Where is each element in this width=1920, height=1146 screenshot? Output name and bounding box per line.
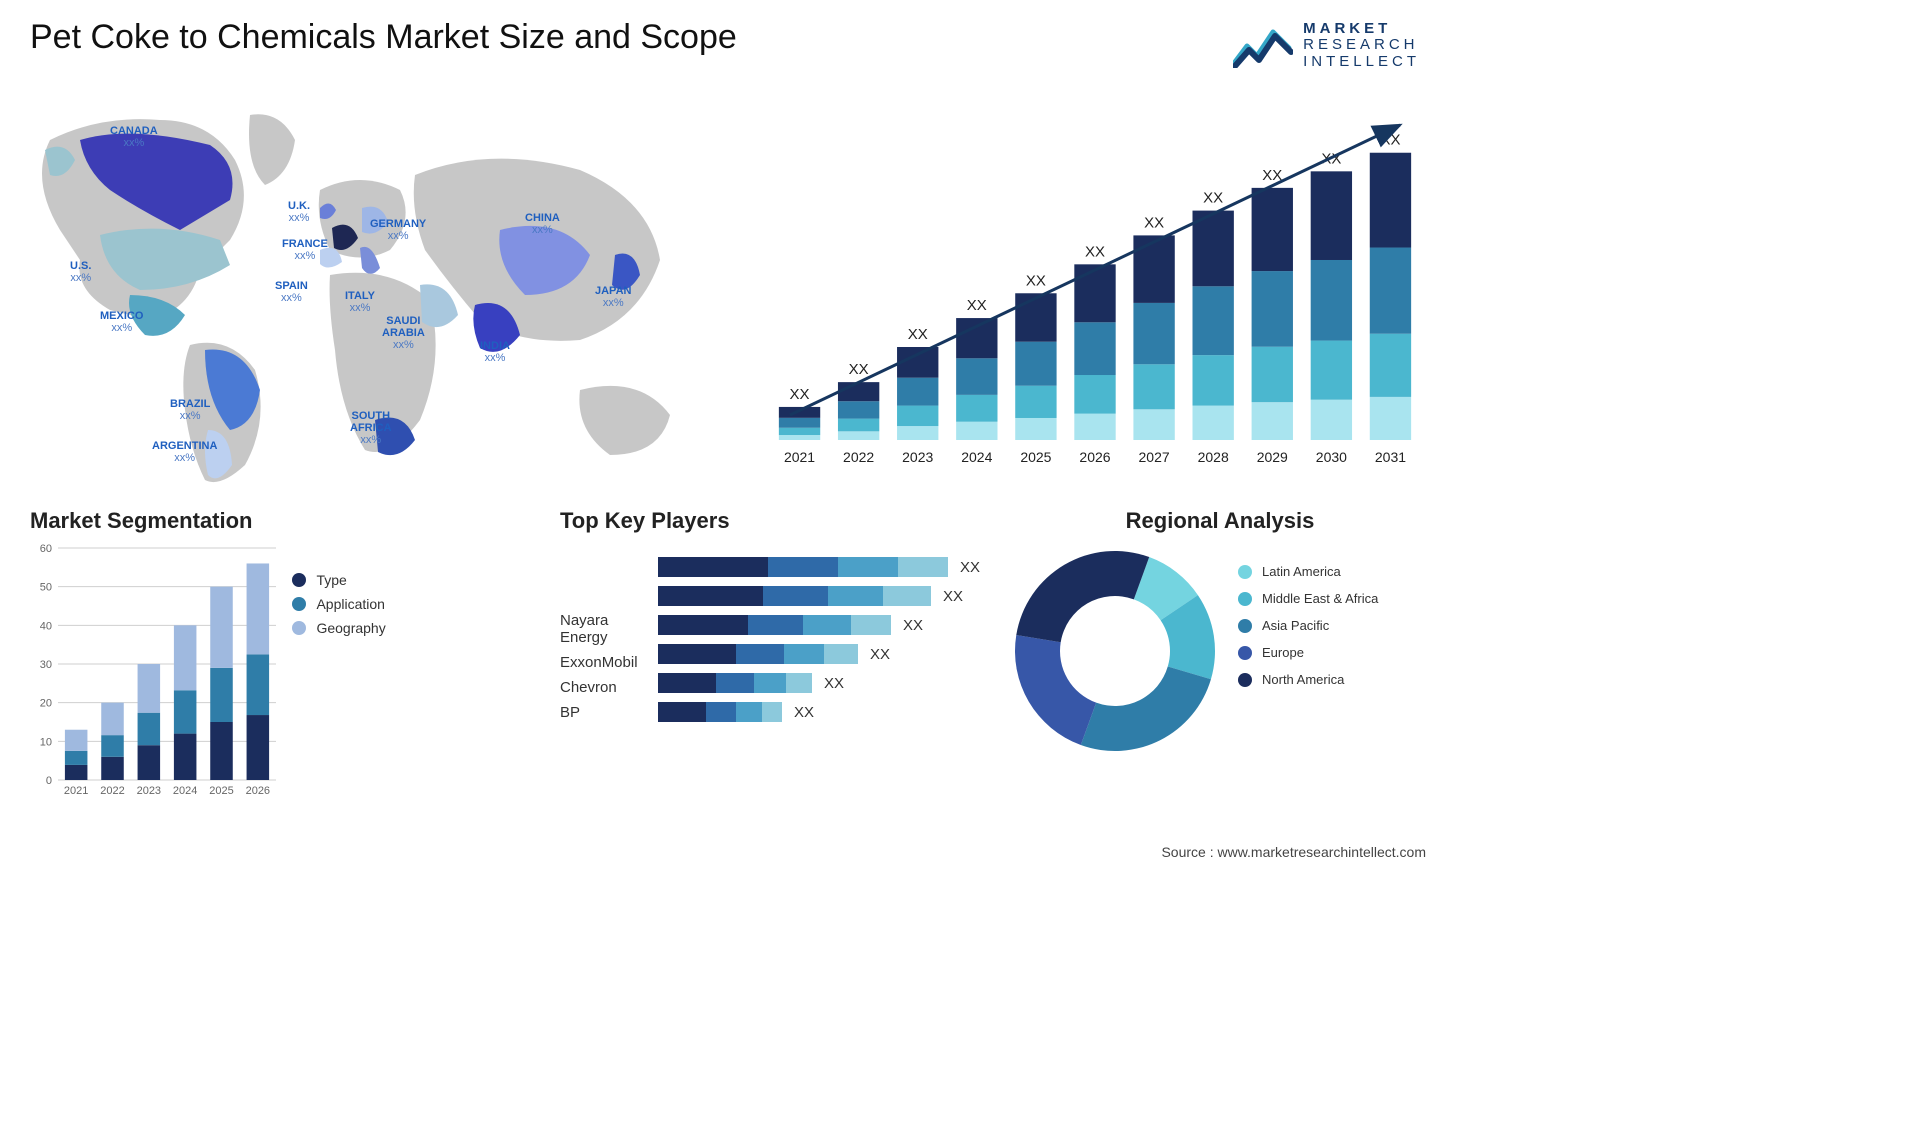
segmentation-bar-chart: 0 10 20 30 40 50 60 2021 2022 2023 2024 2025 2026 bbox=[30, 542, 280, 802]
map-label: BRAZILxx% bbox=[170, 398, 210, 422]
svg-text:XX: XX bbox=[908, 326, 928, 343]
svg-text:60: 60 bbox=[40, 543, 52, 555]
legend-item: Asia Pacific bbox=[1238, 618, 1378, 633]
key-player-bar: XX bbox=[658, 644, 980, 664]
legend-item: Type bbox=[292, 572, 385, 588]
key-player-bar: XX bbox=[658, 557, 980, 577]
key-player-bar: XX bbox=[658, 615, 980, 635]
logo-text-3: INTELLECT bbox=[1303, 54, 1420, 71]
svg-text:2023: 2023 bbox=[902, 449, 933, 465]
svg-text:2022: 2022 bbox=[843, 449, 874, 465]
map-label: U.K.xx% bbox=[288, 200, 310, 224]
brand-logo: MARKET RESEARCH INTELLECT bbox=[1233, 18, 1420, 73]
key-player-name: BP bbox=[560, 704, 658, 721]
svg-text:2025: 2025 bbox=[209, 785, 233, 797]
svg-text:2027: 2027 bbox=[1139, 449, 1170, 465]
key-player-name: Chevron bbox=[560, 679, 658, 696]
logo-text-1: MARKET bbox=[1303, 21, 1420, 38]
page-title: Pet Coke to Chemicals Market Size and Sc… bbox=[30, 18, 737, 57]
map-label: U.S.xx% bbox=[70, 260, 91, 284]
svg-text:2028: 2028 bbox=[1198, 449, 1229, 465]
key-players-title: Top Key Players bbox=[560, 508, 980, 534]
logo-mark-icon bbox=[1233, 18, 1293, 73]
svg-text:2021: 2021 bbox=[64, 785, 88, 797]
key-player-bar: XX bbox=[658, 702, 980, 722]
map-label: SOUTHAFRICAxx% bbox=[350, 410, 392, 446]
map-label: ITALYxx% bbox=[345, 290, 375, 314]
svg-text:2022: 2022 bbox=[100, 785, 124, 797]
svg-text:20: 20 bbox=[40, 698, 52, 710]
svg-text:2026: 2026 bbox=[246, 785, 270, 797]
svg-text:50: 50 bbox=[40, 582, 52, 594]
map-label: CANADAxx% bbox=[110, 125, 158, 149]
svg-text:XX: XX bbox=[1144, 214, 1164, 231]
svg-text:XX: XX bbox=[1203, 190, 1223, 207]
regional-legend: Latin America Middle East & Africa Asia Pa… bbox=[1238, 552, 1378, 699]
legend-item: Europe bbox=[1238, 645, 1378, 660]
svg-text:2025: 2025 bbox=[1020, 449, 1051, 465]
world-map: CANADAxx% U.S.xx% MEXICOxx% BRAZILxx% ARGENT… bbox=[20, 90, 720, 490]
svg-text:2029: 2029 bbox=[1257, 449, 1288, 465]
legend-item: Middle East & Africa bbox=[1238, 591, 1378, 606]
legend-item: North America bbox=[1238, 672, 1378, 687]
map-label: MEXICOxx% bbox=[100, 310, 143, 334]
svg-text:2023: 2023 bbox=[137, 785, 161, 797]
key-player-name: Nayara Energy bbox=[560, 612, 658, 646]
regional-donut-chart bbox=[1010, 546, 1220, 756]
map-label: CHINAxx% bbox=[525, 212, 560, 236]
svg-text:2024: 2024 bbox=[173, 785, 197, 797]
map-label: FRANCExx% bbox=[282, 238, 328, 262]
svg-text:30: 30 bbox=[40, 659, 52, 671]
logo-text-2: RESEARCH bbox=[1303, 37, 1420, 54]
key-players-names: Nayara Energy ExxonMobil Chevron BP bbox=[560, 604, 658, 729]
svg-text:2031: 2031 bbox=[1375, 449, 1406, 465]
map-label: JAPANxx% bbox=[595, 285, 631, 309]
map-label: GERMANYxx% bbox=[370, 218, 426, 242]
svg-text:XX: XX bbox=[849, 361, 869, 378]
key-players-bars: XX XX XX XX XX XX bbox=[658, 548, 980, 731]
svg-text:XX: XX bbox=[967, 297, 987, 314]
svg-text:40: 40 bbox=[40, 620, 52, 632]
map-label: SPAINxx% bbox=[275, 280, 308, 304]
key-player-name: ExxonMobil bbox=[560, 654, 658, 671]
regional-title: Regional Analysis bbox=[1010, 508, 1430, 534]
key-player-bar: XX bbox=[658, 673, 980, 693]
svg-text:XX: XX bbox=[1085, 243, 1105, 260]
key-player-bar: XX bbox=[658, 586, 980, 606]
legend-item: Geography bbox=[292, 620, 385, 636]
map-label: SAUDIARABIAxx% bbox=[382, 315, 425, 351]
market-size-bar-chart: 2021 XX 2022 XX 2023 XX 2024 XX 2025 XX 2026 XX 2027… bbox=[750, 100, 1430, 480]
map-label: INDIAxx% bbox=[480, 340, 510, 364]
svg-text:2021: 2021 bbox=[784, 449, 815, 465]
svg-text:2026: 2026 bbox=[1079, 449, 1110, 465]
svg-text:2024: 2024 bbox=[961, 449, 992, 465]
segmentation-title: Market Segmentation bbox=[30, 508, 450, 534]
svg-text:0: 0 bbox=[46, 775, 52, 787]
legend-item: Latin America bbox=[1238, 564, 1378, 579]
legend-item: Application bbox=[292, 596, 385, 612]
source-attribution: Source : www.marketresearchintellect.com bbox=[1161, 844, 1426, 860]
segmentation-legend: Type Application Geography bbox=[292, 564, 385, 644]
map-label: ARGENTINAxx% bbox=[152, 440, 217, 464]
svg-text:XX: XX bbox=[790, 386, 810, 403]
svg-text:XX: XX bbox=[1026, 272, 1046, 289]
svg-text:2030: 2030 bbox=[1316, 449, 1347, 465]
svg-text:10: 10 bbox=[40, 736, 52, 748]
